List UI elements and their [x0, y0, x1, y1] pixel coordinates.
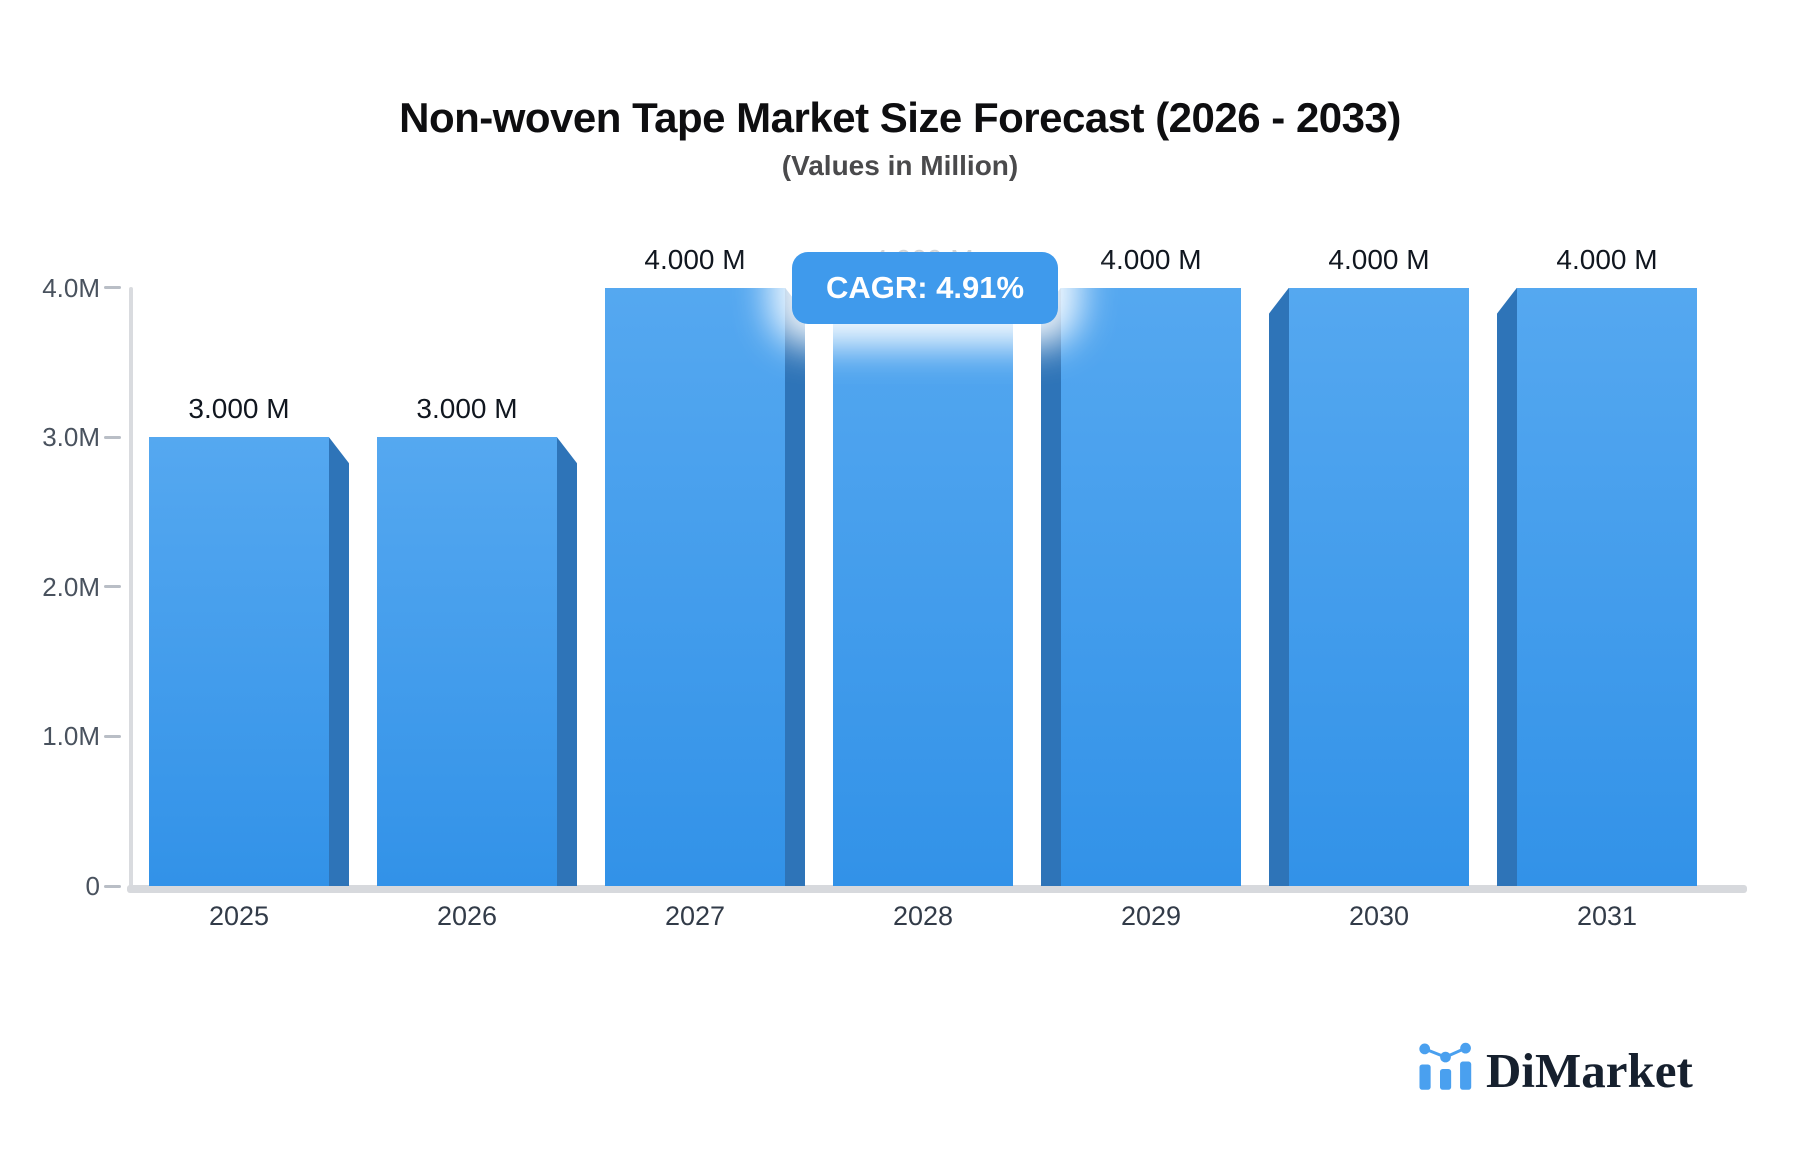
dimarket-logo-text: DiMarket	[1486, 1043, 1693, 1098]
x-axis-label: 2027	[664, 901, 726, 931]
dimarket-logo: DiMarket	[1418, 1042, 1693, 1095]
y-axis-tick-label: 3.0M	[42, 422, 100, 453]
bar-value-label: 4.000 M	[1100, 243, 1202, 275]
chart-subtitle: (Values in Million)	[781, 150, 1019, 181]
bar-value-label: 4.000 M	[644, 243, 746, 275]
x-axis-label: 2028	[892, 901, 954, 931]
bar-group	[833, 287, 1013, 886]
bar-group	[377, 437, 577, 886]
cagr-badge: CAGR: 4.91%	[792, 252, 1058, 324]
bar[interactable]	[833, 287, 1013, 886]
bar-value-label: 3.000 M	[188, 393, 290, 425]
y-axis-tick-label: 4.0M	[42, 272, 100, 303]
bar[interactable]	[605, 287, 785, 886]
y-axis-tick-label: 0	[85, 871, 100, 901]
x-axis-label: 2029	[1120, 901, 1182, 931]
bar-side-face	[557, 437, 577, 886]
bar-group	[1041, 287, 1241, 886]
y-axis-tick-mark	[104, 884, 121, 888]
bar-group	[149, 437, 349, 886]
bar-group	[1269, 287, 1469, 886]
bar[interactable]	[1061, 287, 1241, 886]
bar[interactable]	[1289, 287, 1469, 886]
bar-group	[1497, 287, 1697, 886]
bar-value-label: 4.000 M	[1556, 243, 1658, 275]
bar-side-face	[1041, 287, 1061, 886]
y-axis-tick-mark	[104, 734, 121, 738]
x-axis-label: 2026	[436, 901, 498, 931]
y-axis-tick-label: 2.0M	[42, 571, 100, 602]
y-axis-tick-label: 1.0M	[42, 721, 100, 752]
y-axis-tick-mark	[104, 585, 121, 589]
bar-side-face	[1497, 287, 1517, 886]
dimarket-logo-icon	[1419, 1042, 1472, 1090]
bar-value-label: 4.000 M	[1328, 243, 1430, 275]
y-axis-line	[129, 287, 133, 893]
bar[interactable]	[377, 437, 557, 886]
chart-title: Non-woven Tape Market Size Forecast (202…	[399, 94, 1401, 141]
bar-side-face	[1269, 287, 1289, 886]
x-axis-label: 2025	[208, 901, 270, 931]
bar-side-face	[785, 287, 805, 886]
bar[interactable]	[1517, 287, 1697, 886]
x-axis-label: 2030	[1348, 901, 1410, 931]
y-axis-tick-mark	[104, 435, 121, 439]
y-axis-tick-mark	[104, 286, 121, 290]
x-axis-baseline	[127, 885, 1747, 893]
bar-side-face	[329, 437, 349, 886]
bar-value-label: 3.000 M	[416, 393, 518, 425]
x-axis-label: 2031	[1576, 901, 1638, 931]
bar[interactable]	[149, 437, 329, 886]
bar-group	[605, 287, 805, 886]
